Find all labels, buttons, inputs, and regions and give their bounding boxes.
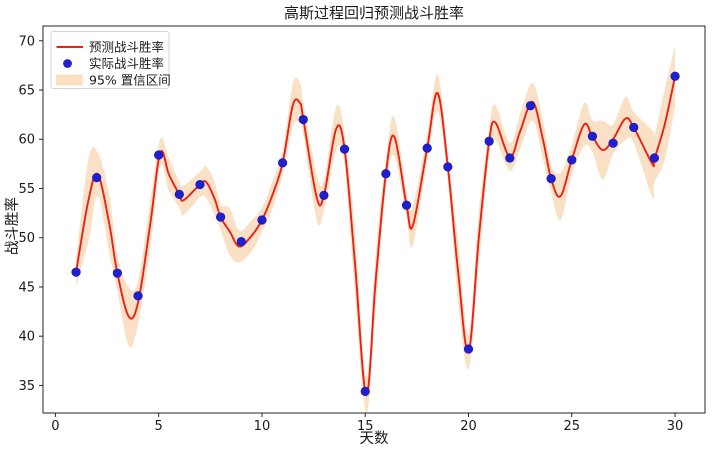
data-point <box>443 162 453 172</box>
data-point <box>608 138 618 148</box>
legend-band-swatch <box>56 74 83 86</box>
x-axis-label: 天数 <box>360 430 389 447</box>
x-tick-label: 10 <box>254 419 271 434</box>
y-axis-label: 战斗胜率 <box>4 197 21 255</box>
data-point <box>567 155 577 165</box>
data-point <box>546 174 556 184</box>
legend-marker-swatch <box>63 59 72 68</box>
data-point <box>71 267 81 277</box>
y-tick-label: 50 <box>18 231 35 246</box>
y-tick-label: 35 <box>18 379 35 394</box>
chart-title: 高斯过程回归预测战斗胜率 <box>284 4 464 22</box>
x-tick-label: 30 <box>667 419 684 434</box>
data-point <box>463 344 474 354</box>
data-point <box>339 144 350 154</box>
axis-ticks-layer: 0 5 10 15 20 25 30 35 40 45 50 55 60 65 70 <box>18 34 683 434</box>
actual-points-layer <box>71 71 680 396</box>
legend-label-actual: 实际战斗胜率 <box>89 56 164 71</box>
data-point <box>236 237 246 247</box>
legend-label-confidence: 95% 置信区间 <box>89 73 171 88</box>
x-tick-label: 20 <box>460 419 477 434</box>
y-tick-label: 45 <box>18 280 35 295</box>
data-point <box>257 215 267 225</box>
data-point <box>112 268 122 278</box>
legend: 预测战斗胜率 实际战斗胜率 95% 置信区间 <box>50 31 171 89</box>
data-point <box>629 122 639 133</box>
data-point <box>195 179 205 190</box>
data-point <box>505 153 515 163</box>
data-point <box>401 200 412 210</box>
data-point <box>278 158 288 168</box>
data-point <box>649 153 659 163</box>
data-point <box>381 169 391 179</box>
x-tick-label: 0 <box>51 419 59 434</box>
data-point <box>319 190 329 200</box>
data-point <box>525 101 536 111</box>
data-point <box>154 150 164 160</box>
data-point <box>298 114 308 125</box>
x-tick-label: 15 <box>357 419 374 434</box>
data-point <box>360 386 370 396</box>
y-tick-label: 40 <box>18 330 35 345</box>
data-point <box>216 212 226 222</box>
y-tick-label: 65 <box>18 84 35 99</box>
y-tick-label: 60 <box>18 133 35 148</box>
y-tick-label: 70 <box>18 34 35 49</box>
legend-label-prediction: 预测战斗胜率 <box>89 40 164 55</box>
data-point <box>174 189 184 199</box>
x-tick-label: 5 <box>155 419 163 434</box>
data-point <box>92 173 102 183</box>
x-tick-label: 25 <box>564 419 581 434</box>
data-point <box>484 136 494 146</box>
legend-box <box>50 31 170 89</box>
y-tick-label: 55 <box>18 182 35 197</box>
axes-frame <box>42 25 706 414</box>
data-point <box>422 143 432 153</box>
data-point <box>133 291 143 301</box>
data-point <box>587 131 598 141</box>
data-point <box>670 71 680 81</box>
